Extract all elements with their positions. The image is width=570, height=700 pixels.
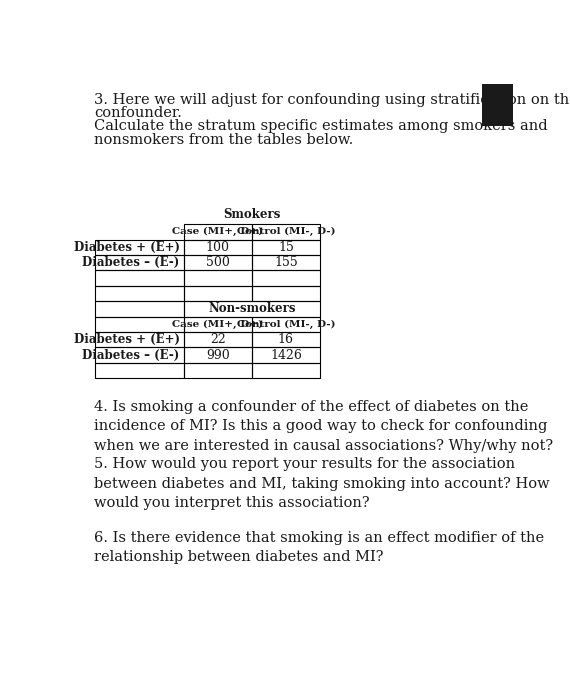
Bar [184,332,252,347]
Bar [95,270,184,286]
Bar [252,239,320,255]
Bar [95,286,184,301]
Bar [482,84,513,126]
Text: Smokers: Smokers [223,209,280,221]
Bar [95,255,184,270]
Bar [95,316,184,332]
Text: Non-smokers: Non-smokers [208,302,296,315]
Text: 155: 155 [274,256,298,269]
Text: Case (MI+, D+): Case (MI+, D+) [172,228,263,237]
Bar [184,316,252,332]
Text: confounder.: confounder. [95,106,182,120]
Bar [184,224,252,239]
Text: 4. Is smoking a confounder of the effect of diabetes on the
incidence of MI? Is : 4. Is smoking a confounder of the effect… [95,400,553,453]
Text: Diabetes + (E+): Diabetes + (E+) [74,333,180,346]
Bar [95,347,184,363]
Bar [252,316,320,332]
Bar [252,332,320,347]
Bar [184,363,252,378]
Bar [95,301,184,316]
Text: Diabetes – (E-): Diabetes – (E-) [83,256,180,269]
Text: Case (MI+, D+): Case (MI+, D+) [172,320,263,329]
Bar [252,347,320,363]
Bar [252,286,320,301]
Bar [252,363,320,378]
Bar [252,255,320,270]
Bar [184,301,320,316]
Bar [95,332,184,347]
Text: 16: 16 [278,333,294,346]
Text: 500: 500 [206,256,230,269]
Text: 990: 990 [206,349,230,361]
Text: 15: 15 [278,241,294,253]
Bar [252,270,320,286]
Text: 100: 100 [206,241,230,253]
Text: Control (MI-, D-): Control (MI-, D-) [237,320,335,329]
Bar [95,363,184,378]
Text: Diabetes + (E+): Diabetes + (E+) [74,241,180,253]
Bar [184,255,252,270]
Text: 5. How would you report your results for the association
between diabetes and MI: 5. How would you report your results for… [95,458,550,510]
Text: 3. Here we will adjust for confounding using stratification on the: 3. Here we will adjust for confounding u… [95,93,570,107]
Bar [184,239,252,255]
Bar [184,270,252,286]
Text: nonsmokers from the tables below.: nonsmokers from the tables below. [95,132,354,146]
Bar [184,347,252,363]
Bar [252,224,320,239]
Text: Calculate the stratum specific estimates among smokers and: Calculate the stratum specific estimates… [95,120,548,134]
Text: 6. Is there evidence that smoking is an effect modifier of the
relationship betw: 6. Is there evidence that smoking is an … [95,531,544,564]
Text: 1426: 1426 [270,349,302,361]
Text: 22: 22 [210,333,226,346]
Text: Diabetes – (E-): Diabetes – (E-) [83,349,180,361]
Bar [95,239,184,255]
Text: Control (MI-, D-): Control (MI-, D-) [237,228,335,237]
Bar [184,286,252,301]
